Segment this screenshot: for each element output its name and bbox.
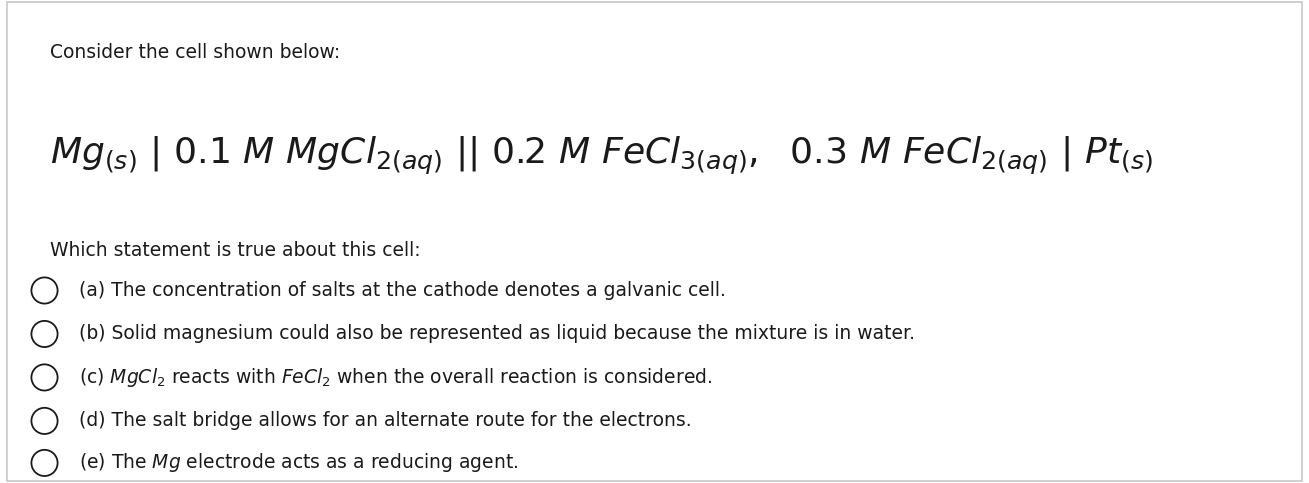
Text: (d) The salt bridge allows for an alternate route for the electrons.: (d) The salt bridge allows for an altern… bbox=[79, 412, 691, 430]
Text: Which statement is true about this cell:: Which statement is true about this cell: bbox=[50, 242, 420, 260]
Text: (e) The $\mathit{Mg}$ electrode acts as a reducing agent.: (e) The $\mathit{Mg}$ electrode acts as … bbox=[79, 452, 518, 474]
Text: $\mathit{Mg}_{(s)}\ |\ 0.1\ \mathit{M}\ \mathit{MgCl}_{2(aq)}$$\ ||\ 0.2\ \mathi: $\mathit{Mg}_{(s)}\ |\ 0.1\ \mathit{M}\ … bbox=[50, 135, 1153, 177]
Text: (b) Solid magnesium could also be represented as liquid because the mixture is i: (b) Solid magnesium could also be repres… bbox=[79, 325, 915, 343]
Text: (a) The concentration of salts at the cathode denotes a galvanic cell.: (a) The concentration of salts at the ca… bbox=[79, 281, 725, 300]
Text: Consider the cell shown below:: Consider the cell shown below: bbox=[50, 43, 340, 62]
Text: (c) $\mathit{MgCl_2}$ reacts with $\mathit{FeCl_2}$ when the overall reaction is: (c) $\mathit{MgCl_2}$ reacts with $\math… bbox=[79, 366, 712, 389]
FancyBboxPatch shape bbox=[7, 2, 1302, 481]
